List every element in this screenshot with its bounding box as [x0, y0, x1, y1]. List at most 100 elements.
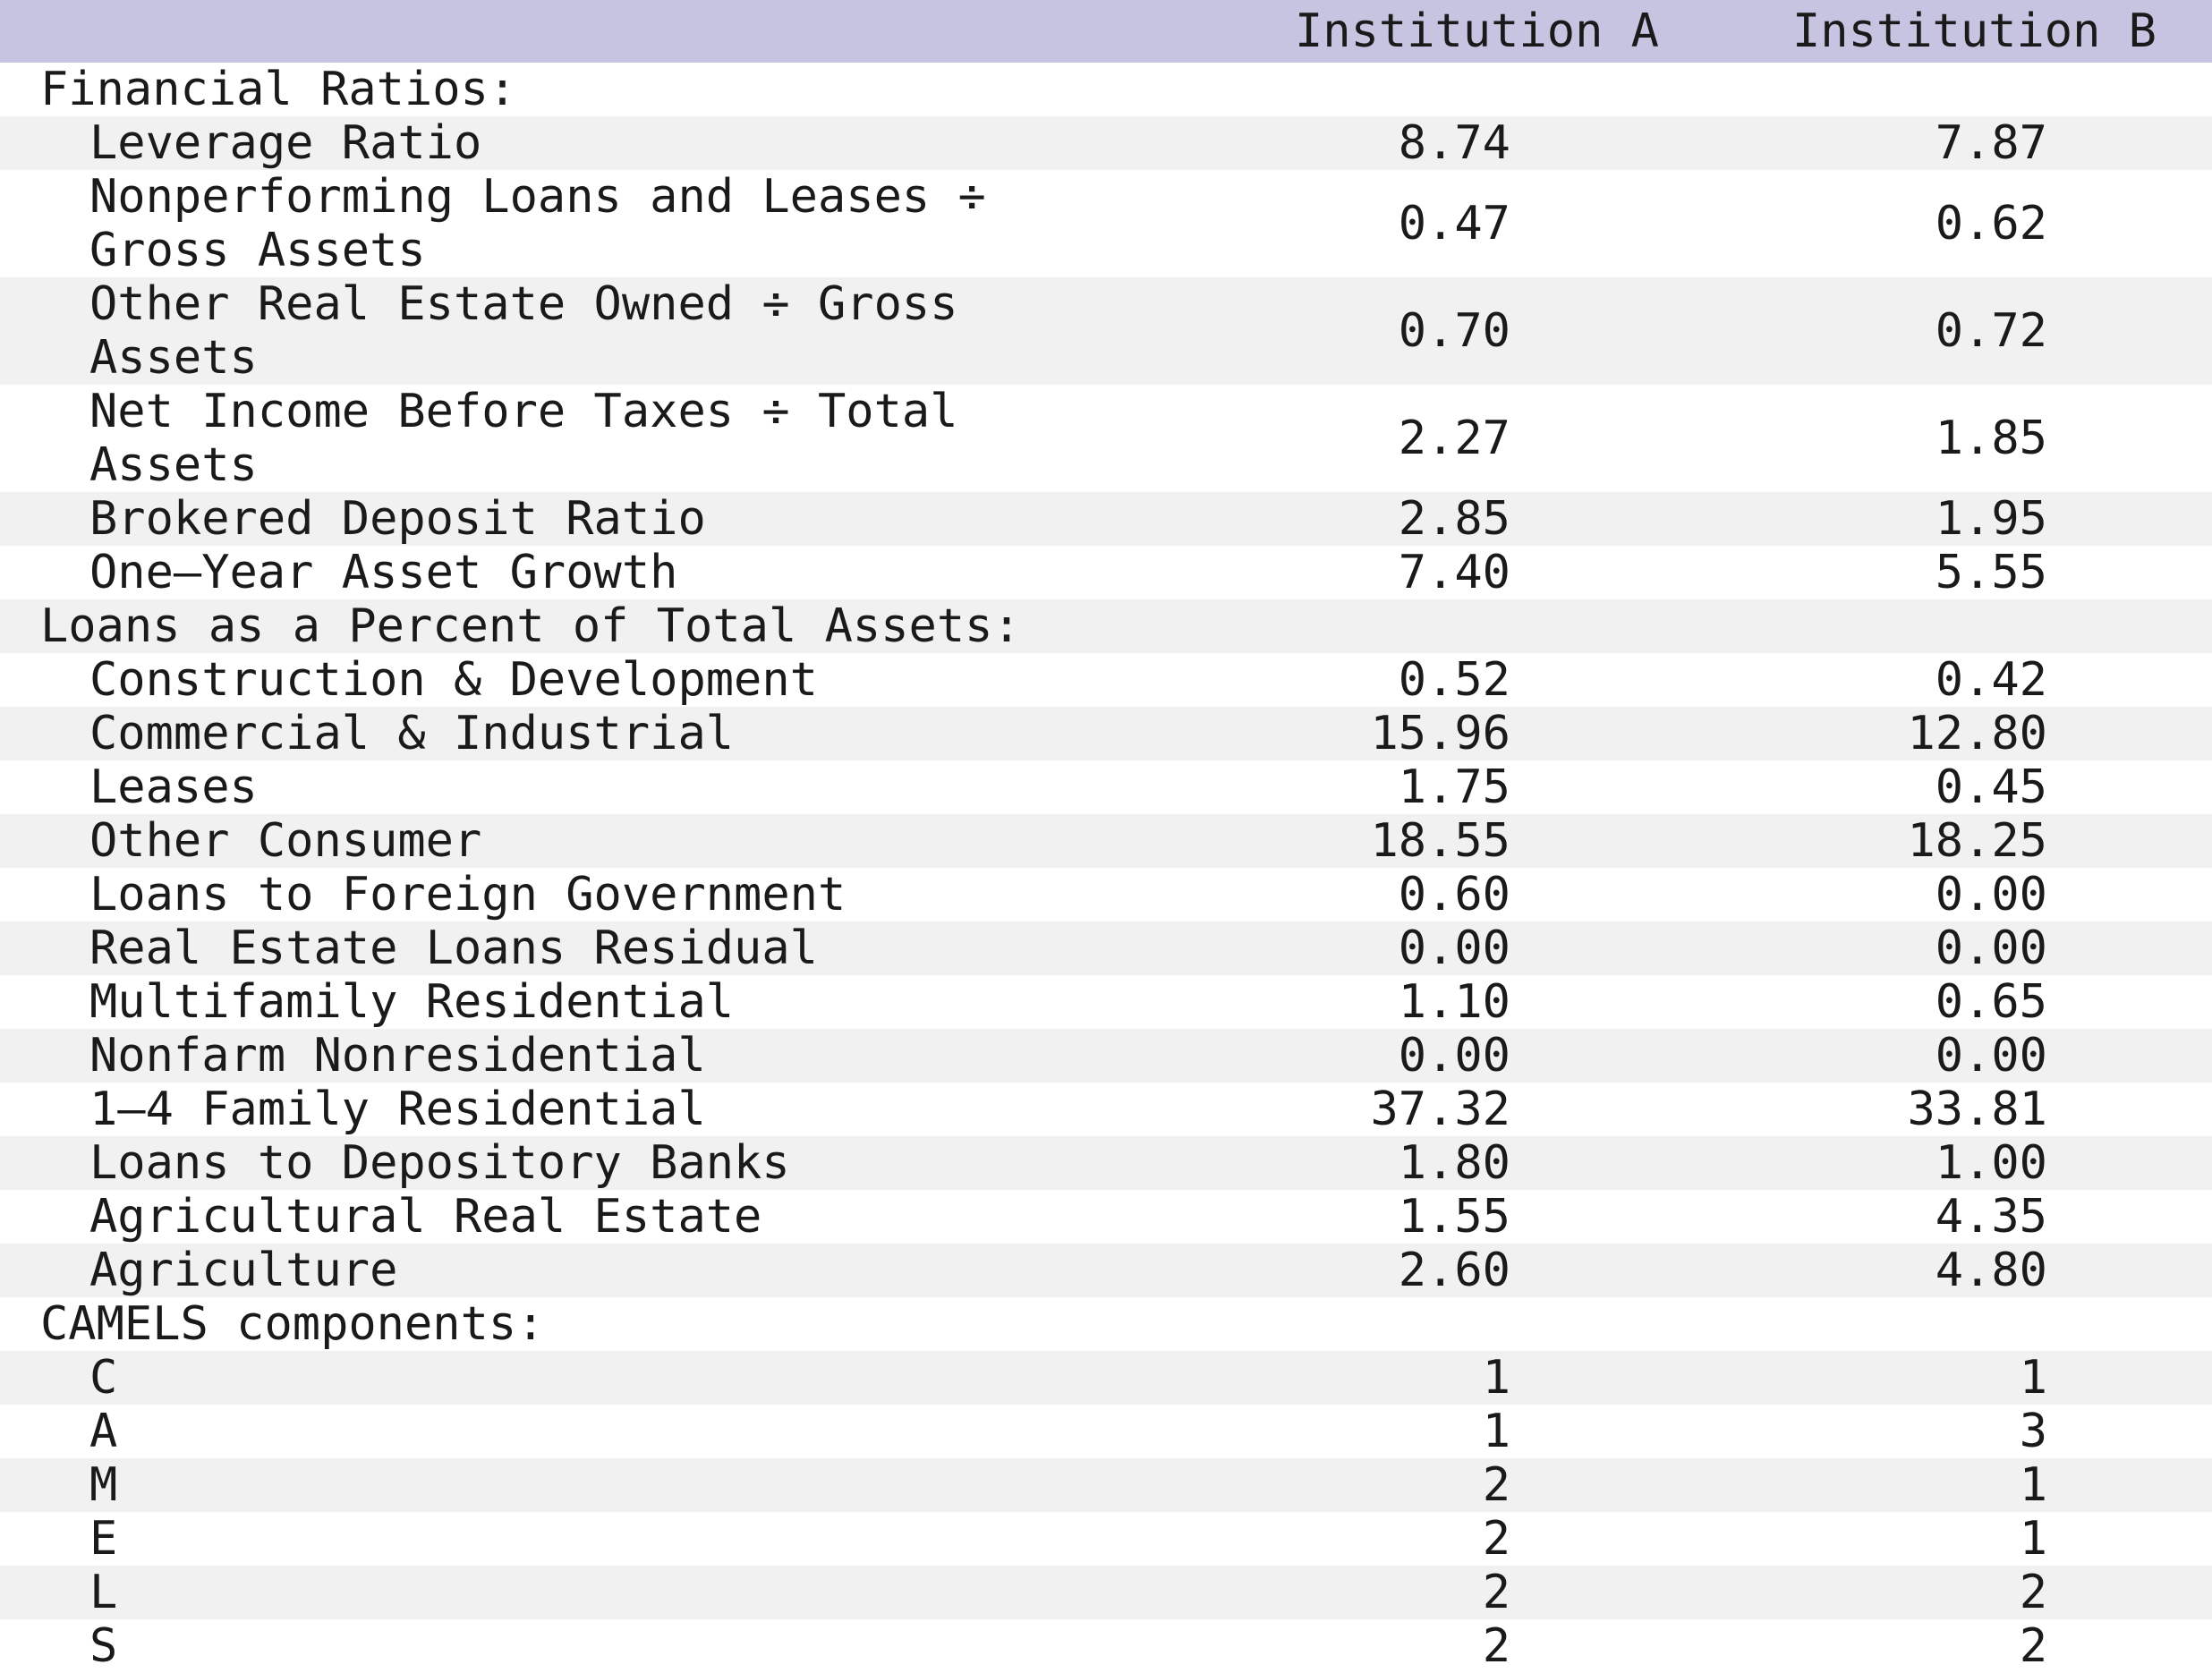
header-institution-b: Institution B: [1737, 0, 2212, 63]
section-header-row: Financial Ratios:: [0, 63, 2212, 116]
value-institution-a: 1.80: [1398, 1136, 1510, 1190]
table-row: Real Estate Loans Residual 0.00 0.00: [0, 921, 2212, 975]
table-row: E 2 1: [0, 1512, 2212, 1566]
value-institution-a: 2.27: [1398, 412, 1510, 465]
table-row: Net Income Before Taxes ÷ Total Assets 2.…: [0, 385, 2212, 492]
value-institution-b: 3: [2019, 1405, 2047, 1458]
value-institution-a: 1.55: [1398, 1190, 1510, 1244]
section-title: Financial Ratios:: [40, 63, 517, 116]
value-institution-b: 12.80: [1907, 707, 2047, 760]
table-row: Other Consumer 18.55 18.25: [0, 814, 2212, 868]
value-institution-b: 0.72: [1935, 304, 2047, 358]
table-row: Nonfarm Nonresidential 0.00 0.00: [0, 1029, 2212, 1083]
table-body: Financial Ratios: Leverage Ratio 8.74 7.87 N…: [0, 63, 2212, 1673]
table-row: Other Real Estate Owned ÷ Gross Assets 0.…: [0, 277, 2212, 385]
value-institution-b: 5.55: [1935, 546, 2047, 599]
value-institution-b: 0.00: [1935, 921, 2047, 975]
value-institution-a: 2.85: [1398, 492, 1510, 546]
table-row: A 1 3: [0, 1405, 2212, 1458]
value-institution-a: 2: [1482, 1566, 1510, 1619]
table-row: Brokered Deposit Ratio 2.85 1.95: [0, 492, 2212, 546]
value-institution-a: 1: [1482, 1351, 1510, 1405]
row-label: L: [89, 1566, 118, 1619]
table-row: M 2 1: [0, 1458, 2212, 1512]
value-institution-a: 0.60: [1398, 868, 1510, 921]
value-institution-b: 4.80: [1935, 1244, 2047, 1297]
value-institution-a: 18.55: [1370, 814, 1510, 868]
row-label: A: [89, 1405, 118, 1458]
row-label: Loans to Foreign Government: [89, 868, 847, 921]
header-institution-a: Institution A: [1217, 0, 1737, 63]
row-label: S: [89, 1619, 118, 1673]
table-row: Commercial & Industrial 15.96 12.80: [0, 707, 2212, 760]
value-institution-b: [1737, 63, 2212, 116]
value-institution-a: [1217, 63, 1737, 116]
value-institution-a: 1.75: [1398, 760, 1510, 814]
value-institution-b: [1737, 599, 2212, 653]
row-label: Construction & Development: [89, 653, 818, 707]
value-institution-a: 2.60: [1398, 1244, 1510, 1297]
value-institution-b: 2: [2019, 1566, 2047, 1619]
value-institution-a: 15.96: [1370, 707, 1510, 760]
value-institution-a: 0.47: [1398, 197, 1510, 251]
value-institution-b: 0.00: [1935, 868, 2047, 921]
value-institution-b: 33.81: [1907, 1083, 2047, 1136]
table-row: L 2 2: [0, 1566, 2212, 1619]
value-institution-b: 4.35: [1935, 1190, 2047, 1244]
table-row: C 1 1: [0, 1351, 2212, 1405]
value-institution-a: 2: [1482, 1619, 1510, 1673]
table-row: Agricultural Real Estate 1.55 4.35: [0, 1190, 2212, 1244]
section-title: Loans as a Percent of Total Assets:: [40, 599, 1021, 653]
row-label: Brokered Deposit Ratio: [89, 492, 706, 546]
header-empty-cell: [0, 0, 1217, 63]
row-label: E: [89, 1512, 118, 1566]
value-institution-b: [1737, 1297, 2212, 1351]
table-row: 1–4 Family Residential 37.32 33.81: [0, 1083, 2212, 1136]
table-row: S 2 2: [0, 1619, 2212, 1673]
value-institution-b: 1.00: [1935, 1136, 2047, 1190]
row-label: Loans to Depository Banks: [89, 1136, 790, 1190]
value-institution-b: 0.00: [1935, 1029, 2047, 1083]
value-institution-b: 1.85: [1935, 412, 2047, 465]
table-row: Multifamily Residential 1.10 0.65: [0, 975, 2212, 1029]
table-row: Construction & Development 0.52 0.42: [0, 653, 2212, 707]
value-institution-a: 1.10: [1398, 975, 1510, 1029]
value-institution-b: 1.95: [1935, 492, 2047, 546]
value-institution-a: [1217, 599, 1737, 653]
table-row: One–Year Asset Growth 7.40 5.55: [0, 546, 2212, 599]
value-institution-a: 1: [1482, 1405, 1510, 1458]
row-label: Real Estate Loans Residual: [89, 921, 818, 975]
table-row: Leases 1.75 0.45: [0, 760, 2212, 814]
row-label: Nonfarm Nonresidential: [89, 1029, 706, 1083]
value-institution-a: 8.74: [1398, 116, 1510, 170]
value-institution-b: 1: [2019, 1512, 2047, 1566]
table-row: Nonperforming Loans and Leases ÷ Gross A…: [0, 170, 2212, 277]
row-label: Leverage Ratio: [89, 116, 482, 170]
value-institution-a: 0.00: [1398, 921, 1510, 975]
value-institution-a: 7.40: [1398, 546, 1510, 599]
table-row: Agriculture 2.60 4.80: [0, 1244, 2212, 1297]
row-label: Multifamily Residential: [89, 975, 735, 1029]
section-header-row: Loans as a Percent of Total Assets:: [0, 599, 2212, 653]
row-label: Agriculture: [89, 1244, 398, 1297]
value-institution-a: 0.52: [1398, 653, 1510, 707]
table-row: Loans to Depository Banks 1.80 1.00: [0, 1136, 2212, 1190]
row-label: Other Real Estate Owned ÷ Gross Assets: [89, 277, 958, 385]
row-label: One–Year Asset Growth: [89, 546, 678, 599]
row-label: 1–4 Family Residential: [89, 1083, 706, 1136]
table-row: Loans to Foreign Government 0.60 0.00: [0, 868, 2212, 921]
value-institution-b: 1: [2019, 1351, 2047, 1405]
row-label: Agricultural Real Estate: [89, 1190, 762, 1244]
table-header-row: Institution A Institution B: [0, 0, 2212, 63]
value-institution-b: 2: [2019, 1619, 2047, 1673]
value-institution-b: 0.65: [1935, 975, 2047, 1029]
row-label: Nonperforming Loans and Leases ÷ Gross A…: [89, 170, 986, 277]
value-institution-a: 0.70: [1398, 304, 1510, 358]
table-row: Leverage Ratio 8.74 7.87: [0, 116, 2212, 170]
value-institution-a: [1217, 1297, 1737, 1351]
value-institution-b: 1: [2019, 1458, 2047, 1512]
row-label: M: [89, 1458, 118, 1512]
value-institution-b: 18.25: [1907, 814, 2047, 868]
value-institution-b: 0.62: [1935, 197, 2047, 251]
